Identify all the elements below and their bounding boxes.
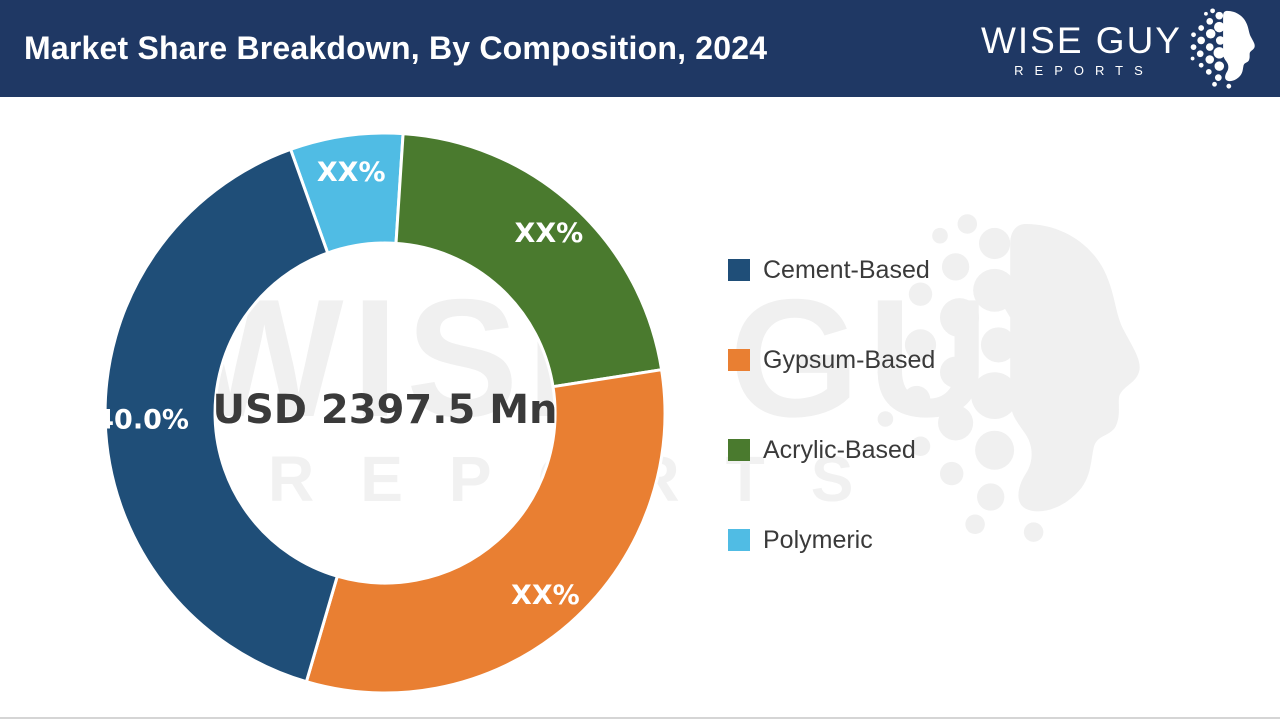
logo-text: WISE GUY REPORTS — [980, 19, 1182, 78]
legend-item-acrylic-based: Acrylic-Based — [728, 436, 935, 464]
legend-swatch — [728, 349, 750, 371]
logo-subtitle: REPORTS — [1014, 62, 1154, 78]
bottom-divider — [0, 717, 1280, 719]
donut-segment-acrylic-based — [394, 132, 664, 389]
logo-wordmark: WISE GUY — [980, 19, 1182, 61]
slice-label-polymeric: XX% — [317, 157, 386, 188]
slice-label-gypsum-based: XX% — [511, 580, 580, 611]
donut-segment-cement-based — [103, 147, 339, 684]
legend-label: Gypsum-Based — [763, 345, 936, 374]
chart-legend: Cement-Based Gypsum-Based Acrylic-Based Pol… — [728, 256, 935, 616]
slice-label-acrylic-based: XX% — [515, 218, 584, 249]
legend-swatch — [728, 529, 750, 551]
logo-head-icon — [1190, 8, 1255, 89]
legend-swatch — [728, 439, 750, 461]
legend-item-gypsum-based: Gypsum-Based — [728, 346, 935, 374]
slice-label-cement-based: 40.0% — [95, 405, 189, 436]
donut-segment-gypsum-based — [304, 368, 667, 695]
header-bar: Market Share Breakdown, By Composition, … — [0, 0, 1280, 97]
legend-item-cement-based: Cement-Based — [728, 256, 935, 284]
chart-center-value: USD 2397.5 Mn — [212, 387, 558, 433]
wise-guy-reports-logo: WISE GUY REPORTS — [981, 8, 1264, 90]
legend-label: Cement-Based — [763, 255, 930, 284]
legend-label: Acrylic-Based — [763, 435, 916, 464]
page-title: Market Share Breakdown, By Composition, … — [24, 30, 768, 66]
legend-label: Polymeric — [763, 525, 873, 554]
legend-swatch — [728, 259, 750, 281]
watermark-head-icon — [877, 214, 1140, 542]
legend-item-polymeric: Polymeric — [728, 526, 935, 554]
